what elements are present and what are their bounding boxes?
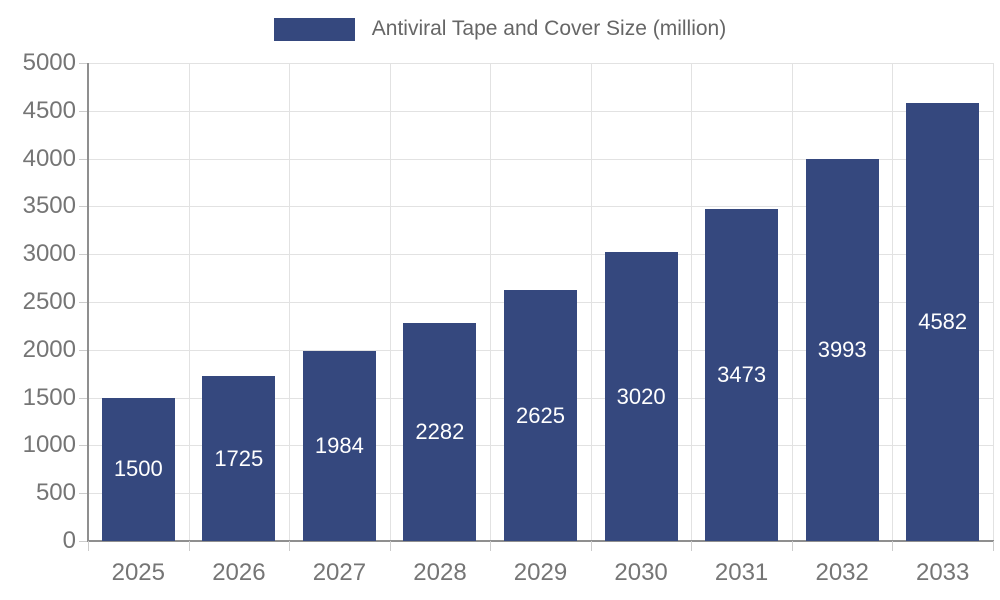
y-axis-tick	[79, 206, 87, 208]
gridline-vertical	[993, 63, 994, 541]
gridline-horizontal	[88, 63, 993, 64]
gridline-vertical	[289, 63, 291, 541]
y-tick-label: 1500	[22, 383, 76, 411]
y-axis-tick	[79, 493, 87, 495]
bar[interactable]: 1500	[101, 397, 175, 541]
bar-value-label: 1725	[214, 445, 264, 471]
x-tick-label: 2031	[714, 559, 769, 586]
y-tick-label: 4500	[22, 96, 76, 124]
gridline-vertical	[791, 63, 793, 541]
x-axis-tick	[791, 541, 793, 551]
y-axis-tick	[79, 349, 87, 351]
gridline-horizontal	[88, 206, 993, 208]
legend-swatch	[273, 17, 355, 41]
y-axis-tick	[79, 254, 87, 256]
x-axis-line	[87, 540, 994, 542]
gridline-horizontal	[88, 158, 993, 160]
bar-value-label: 1500	[113, 456, 163, 482]
bar-value-label: 3473	[717, 362, 767, 387]
bar[interactable]: 1725	[202, 376, 276, 541]
x-axis-tick	[993, 541, 994, 551]
gridline-vertical	[490, 63, 492, 541]
bar-value-label: 3020	[616, 383, 666, 409]
y-tick-label: 3500	[22, 192, 76, 220]
y-axis-tick	[79, 110, 87, 112]
gridline-vertical	[188, 63, 190, 541]
gridline-vertical	[892, 63, 894, 541]
y-axis-tick	[79, 302, 87, 303]
y-tick-label: 1000	[22, 431, 76, 459]
bar[interactable]: 2282	[403, 322, 477, 541]
bar[interactable]: 2625	[504, 290, 577, 541]
bar-value-label: 2625	[516, 402, 565, 428]
bar-value-label: 3993	[817, 337, 867, 363]
y-tick-label: 2500	[22, 288, 76, 315]
y-tick-label: 500	[35, 479, 76, 507]
x-tick-label: 2032	[815, 559, 869, 586]
y-axis-tick	[79, 445, 87, 447]
bar[interactable]: 4582	[906, 103, 980, 541]
bar[interactable]: 3020	[604, 252, 678, 541]
x-axis-tick	[892, 541, 894, 551]
y-tick-label: 5000	[22, 49, 76, 76]
x-tick-label: 2026	[212, 559, 266, 586]
x-axis-tick	[88, 541, 89, 551]
bar[interactable]: 3473	[705, 209, 779, 541]
y-tick-label: 4000	[22, 144, 76, 172]
y-axis-tick	[79, 158, 87, 160]
x-axis-tick	[389, 541, 391, 551]
legend-label: Antiviral Tape and Cover Size (million)	[371, 17, 727, 40]
x-tick-label: 2029	[513, 559, 568, 586]
gridline-vertical	[691, 63, 693, 541]
gridline-horizontal	[88, 254, 993, 256]
x-axis-tick	[289, 541, 291, 551]
x-tick-label: 2030	[614, 559, 668, 586]
bar[interactable]: 3993	[805, 159, 879, 541]
y-tick-label: 2000	[22, 335, 76, 363]
y-axis-tick	[79, 541, 87, 542]
gridline-vertical	[590, 63, 592, 541]
gridline-horizontal	[88, 110, 993, 112]
x-axis-tick	[188, 541, 190, 551]
x-axis-tick	[490, 541, 492, 551]
bar-value-label: 2282	[415, 418, 465, 444]
legend[interactable]: Antiviral Tape and Cover Size (million)	[0, 17, 1000, 41]
x-axis-tick	[590, 541, 592, 551]
y-axis-line	[87, 63, 89, 541]
y-axis-tick	[79, 63, 87, 64]
y-tick-label: 3000	[22, 240, 76, 268]
x-tick-label: 2027	[312, 559, 367, 586]
y-axis-tick	[79, 397, 87, 399]
x-tick-label: 2028	[413, 559, 467, 586]
x-tick-label: 2033	[915, 559, 970, 586]
bar[interactable]: 1984	[302, 351, 376, 541]
y-tick-label: 0	[62, 527, 76, 554]
x-axis-tick	[691, 541, 693, 551]
x-tick-label: 2025	[111, 559, 165, 586]
gridline-vertical	[389, 63, 391, 541]
bar-value-label: 1984	[314, 433, 364, 459]
bar-value-label: 4582	[918, 309, 968, 334]
